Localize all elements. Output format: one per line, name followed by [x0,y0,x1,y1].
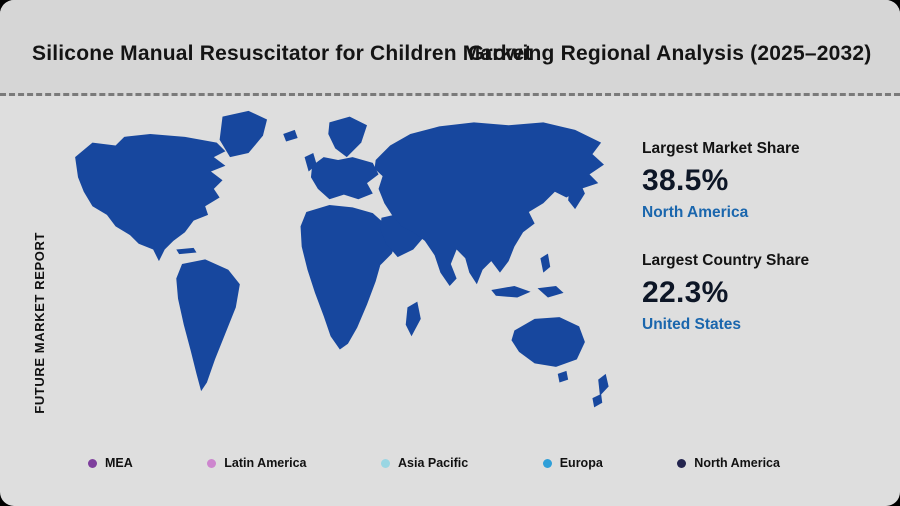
islands-caribbean [176,247,197,255]
legend-dot-europa [542,458,552,468]
map-legend: MEA Latin America Asia Pacific Europa No… [88,456,780,470]
stat-value: 22.3% [642,276,729,309]
continent-europe [310,157,379,200]
legend-item-north-america: North America [677,456,780,470]
continent-asia [374,122,604,286]
island-madagascar [405,301,421,337]
island-tasmania [557,370,569,383]
legend-label: Europa [559,456,603,470]
continent-north-america [75,133,226,262]
legend-item-europa: Europa [542,456,603,470]
legend-item-latin-america: Latin America [207,456,307,470]
continent-greenland [219,110,268,158]
legend-dot-latin-america [207,458,217,468]
stat-largest-market-share: Largest Market Share 38.5% North America [642,140,882,222]
islands-new-zealand-north [598,373,609,396]
stats-panel: Largest Market Share 38.5% North America… [642,140,882,334]
legend-label: North America [694,456,780,470]
legend-label: Asia Pacific [398,456,469,470]
stat-largest-country-share: Largest Country Share 22.3% United State… [642,252,882,334]
region-iceland [283,129,298,142]
region-scandinavia [328,116,368,158]
legend-dot-mea [88,458,97,468]
islands-new-zealand-south [592,394,603,408]
page-title-right: Growing Regional Analysis (2025–2032) [468,42,872,65]
stat-region: North America [642,204,749,221]
legend-label: MEA [105,456,133,470]
world-map-container [52,90,630,438]
legend-label: Latin America [224,456,307,470]
continent-south-america [176,259,240,392]
page-title-left: Silicone Manual Resuscitator for Childre… [32,42,532,65]
continent-africa [300,205,398,350]
islands-indonesia-east [537,285,564,298]
islands-japan [568,180,585,210]
vertical-brand-label: FUTURE MARKET REPORT [32,232,47,414]
continent-australia [511,317,585,367]
islands-indonesia-west [491,285,531,298]
header-band: Silicone Manual Resuscitator for Childre… [0,0,900,96]
legend-dot-north-america [677,458,687,468]
legend-item-mea: MEA [88,456,133,470]
stat-label: Largest Market Share [642,140,800,157]
legend-item-asia-pacific: Asia Pacific [381,456,468,470]
islands-philippines [540,253,551,273]
stat-label: Largest Country Share [642,252,810,269]
stat-value: 38.5% [642,164,729,197]
legend-dot-asia-pacific [381,458,391,468]
stat-region: United States [642,316,742,333]
world-map [75,110,609,408]
